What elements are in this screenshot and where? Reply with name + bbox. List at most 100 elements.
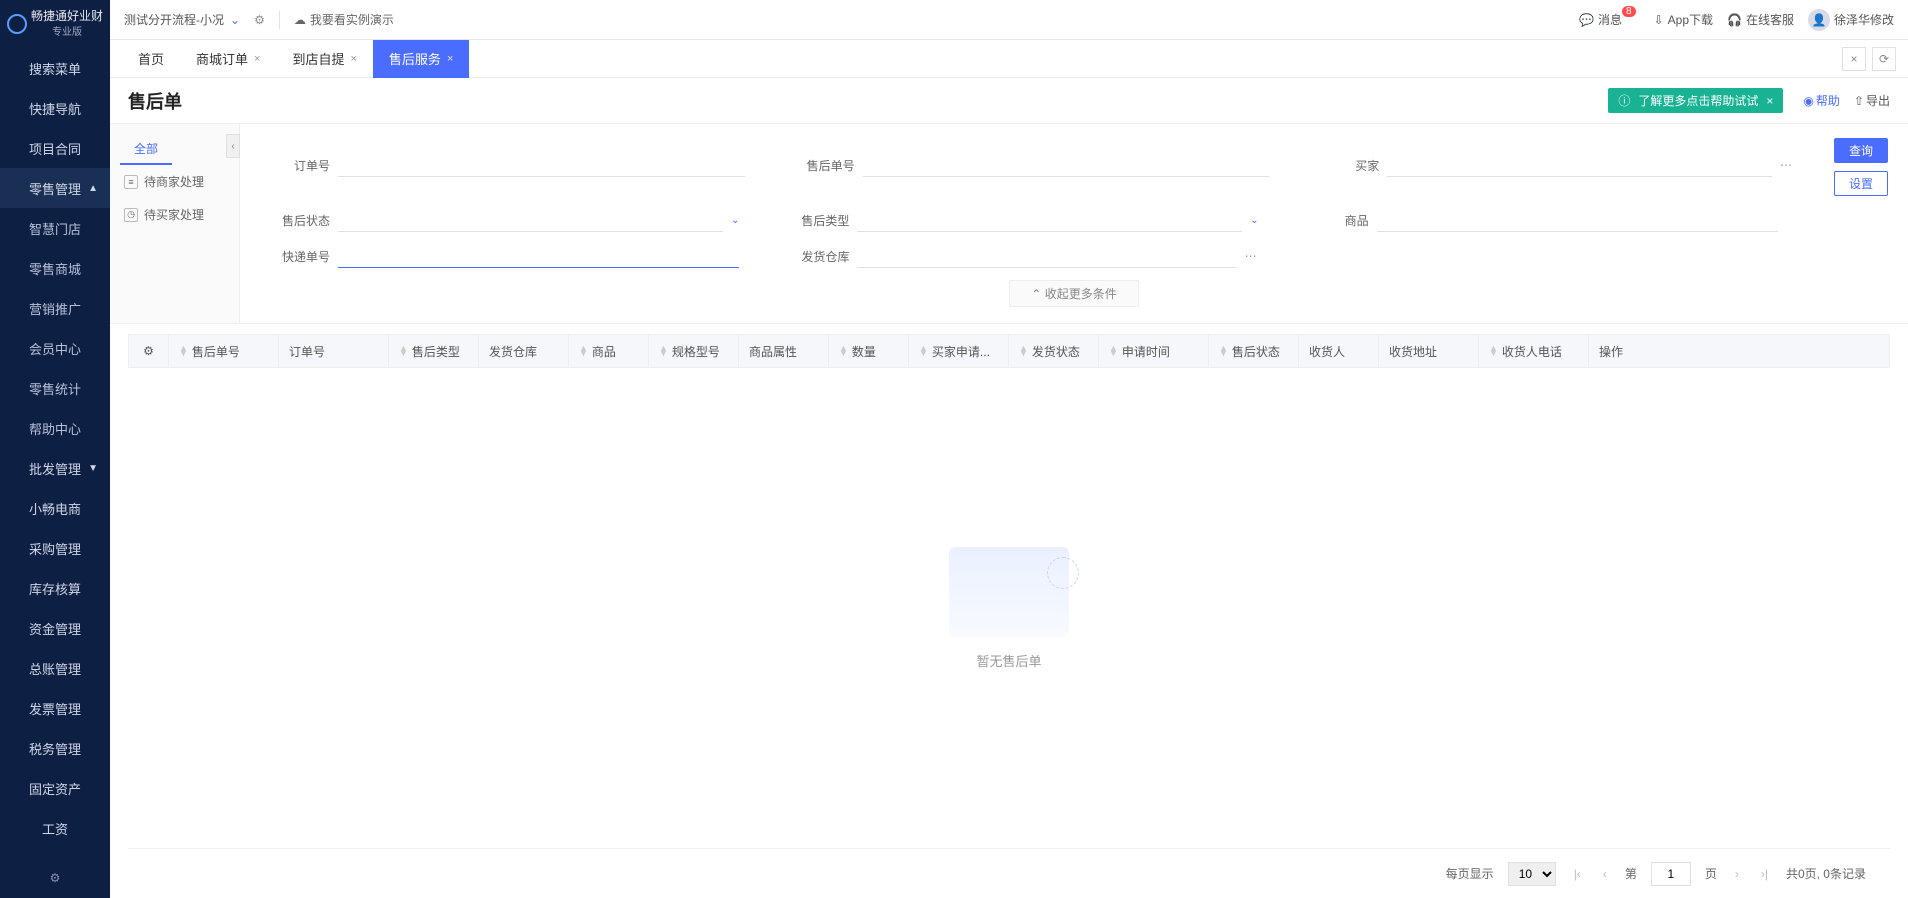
th-ship-status[interactable]: ▲▼发货状态 [1009,335,1099,367]
filter-tab-all[interactable]: 全部 [120,134,172,165]
more-icon[interactable]: ⋯ [1780,158,1794,172]
sidebar: 畅捷通好业财 专业版 搜索菜单 快捷导航 项目合同 零售管理▲ 智慧门店 零售商… [0,0,110,898]
th-apply-time[interactable]: ▲▼申请时间 [1099,335,1209,367]
filter-collapse-toggle[interactable]: ‹ [226,134,240,158]
pager-per-label: 每页显示 [1446,865,1494,882]
select-after-status[interactable] [338,208,723,232]
chevron-down-icon: ⌄ [230,13,240,27]
sidebar-item-search[interactable]: 搜索菜单 [0,48,110,88]
tabs-close-all[interactable]: × [1842,47,1866,71]
collapse-conditions[interactable]: ⌃ 收起更多条件 [1009,280,1139,307]
tabs-more[interactable]: ⟳ [1872,47,1896,71]
th-attr[interactable]: 商品属性 [739,335,829,367]
tab-home[interactable]: 首页 [122,40,180,78]
export-link[interactable]: ⇧导出 [1854,92,1890,109]
sidebar-sub-mall[interactable]: 零售商城 [0,248,110,288]
export-icon: ⇧ [1854,94,1864,108]
sidebar-item-wholesale[interactable]: 批发管理▼ [0,448,110,488]
sidebar-item-funds[interactable]: 资金管理 [0,608,110,648]
pager-page-input[interactable] [1651,862,1691,886]
download-link[interactable]: ⇩ App下载 [1654,11,1713,28]
th-after-no[interactable]: ▲▼售后单号 [169,335,279,367]
th-warehouse[interactable]: 发货仓库 [479,335,569,367]
brand-edition: 专业版 [31,23,103,38]
sidebar-item-assets[interactable]: 固定资产 [0,768,110,808]
sidebar-item-project[interactable]: 项目合同 [0,128,110,168]
sidebar-item-purchase[interactable]: 采购管理 [0,528,110,568]
close-icon[interactable]: × [1766,94,1773,108]
sidebar-sub-stats[interactable]: 零售统计 [0,368,110,408]
filter-sidebar: ‹ 全部 ≡待商家处理 ◷待买家处理 [110,124,240,323]
demo-link[interactable]: ☁ 我要看实例演示 [294,11,394,28]
input-warehouse[interactable] [857,244,1236,268]
input-after-no[interactable] [863,153,1270,177]
sidebar-item-ledger[interactable]: 总账管理 [0,648,110,688]
topbar: 测试分开流程-小况 ⌄ ⚙ ☁ 我要看实例演示 💬 消息 8 ⇩ App下载 🎧… [110,0,1908,40]
chevron-up-icon: ⌃ [1031,287,1041,301]
org-name: 测试分开流程-小况 [124,11,224,28]
input-buyer[interactable] [1387,153,1772,177]
close-icon[interactable]: × [350,53,356,65]
list-icon: ≡ [124,175,138,189]
chevron-down-icon: ⌄ [1250,215,1258,226]
th-receiver[interactable]: 收货人 [1299,335,1379,367]
sidebar-item-salary[interactable]: 工资 [0,808,110,848]
th-qty[interactable]: ▲▼数量 [829,335,909,367]
empty-text: 暂无售后单 [976,651,1041,670]
pager-first[interactable]: |‹ [1570,867,1585,881]
th-receiver-phone[interactable]: ▲▼收货人电话 [1479,335,1589,367]
search-form: 订单号 售后单号 买家⋯ 查询 设置 售后状态⌄ 售后类型⌄ 商品 快递单号 [240,124,1908,323]
info-icon: ⓘ [1618,92,1630,109]
th-buyer-apply[interactable]: ▲▼买家申请... [909,335,1009,367]
tab-after-sales[interactable]: 售后服务× [373,40,469,78]
th-action: 操作 [1589,335,1889,367]
settings-button[interactable]: 设置 [1834,171,1888,196]
th-spec[interactable]: ▲▼规格型号 [649,335,739,367]
th-order-no[interactable]: 订单号 [279,335,389,367]
tab-store-pickup[interactable]: 到店自提× [276,40,372,78]
user-menu[interactable]: 👤 徐泽华修改 [1808,9,1894,31]
org-selector[interactable]: 测试分开流程-小况 ⌄ [124,11,240,28]
org-settings-icon[interactable]: ⚙ [254,13,265,27]
th-after-type[interactable]: ▲▼售后类型 [389,335,479,367]
pager: 每页显示 10 |‹ ‹ 第 页 › ›| 共0页, 0条记录 [128,848,1890,898]
th-after-status[interactable]: ▲▼售后状态 [1209,335,1299,367]
input-order-no[interactable] [338,153,745,177]
pager-per-select[interactable]: 10 [1508,862,1556,886]
pager-page-post: 页 [1705,865,1717,882]
filter-merchant[interactable]: ≡待商家处理 [110,165,239,198]
input-goods[interactable] [1377,208,1778,232]
sidebar-item-inventory[interactable]: 库存核算 [0,568,110,608]
sidebar-sub-smartstore[interactable]: 智慧门店 [0,208,110,248]
sidebar-sub-marketing[interactable]: 营销推广 [0,288,110,328]
th-settings[interactable]: ⚙ [129,335,169,367]
label-after-status: 售后状态 [260,212,330,229]
sidebar-item-invoice[interactable]: 发票管理 [0,688,110,728]
sidebar-item-ecom[interactable]: 小畅电商 [0,488,110,528]
tab-mall-orders[interactable]: 商城订单× [180,40,276,78]
label-express-no: 快递单号 [260,248,330,265]
close-icon[interactable]: × [254,53,260,65]
th-goods[interactable]: ▲▼商品 [569,335,649,367]
service-link[interactable]: 🎧 在线客服 [1727,11,1794,28]
query-button[interactable]: 查询 [1834,138,1888,163]
sidebar-sub-help[interactable]: 帮助中心 [0,408,110,448]
close-icon[interactable]: × [447,53,453,65]
messages-link[interactable]: 💬 消息 8 [1579,11,1640,28]
sidebar-item-retail[interactable]: 零售管理▲ [0,168,110,208]
sidebar-sub-members[interactable]: 会员中心 [0,328,110,368]
more-icon[interactable]: ⋯ [1245,249,1259,263]
input-express-no[interactable] [338,244,739,268]
sidebar-settings-icon[interactable]: ⚙ [0,858,110,898]
sidebar-item-quicknav[interactable]: 快捷导航 [0,88,110,128]
pager-next[interactable]: › [1731,867,1743,881]
select-after-type[interactable] [857,208,1242,232]
pager-prev[interactable]: ‹ [1599,867,1611,881]
th-receiver-addr[interactable]: 收货地址 [1379,335,1479,367]
help-icon: ◉ [1803,94,1813,108]
pager-total: 共0页, 0条记录 [1786,865,1866,882]
help-link[interactable]: ◉帮助 [1803,92,1840,109]
pager-last[interactable]: ›| [1757,867,1772,881]
filter-buyer[interactable]: ◷待买家处理 [110,198,239,231]
sidebar-item-tax[interactable]: 税务管理 [0,728,110,768]
